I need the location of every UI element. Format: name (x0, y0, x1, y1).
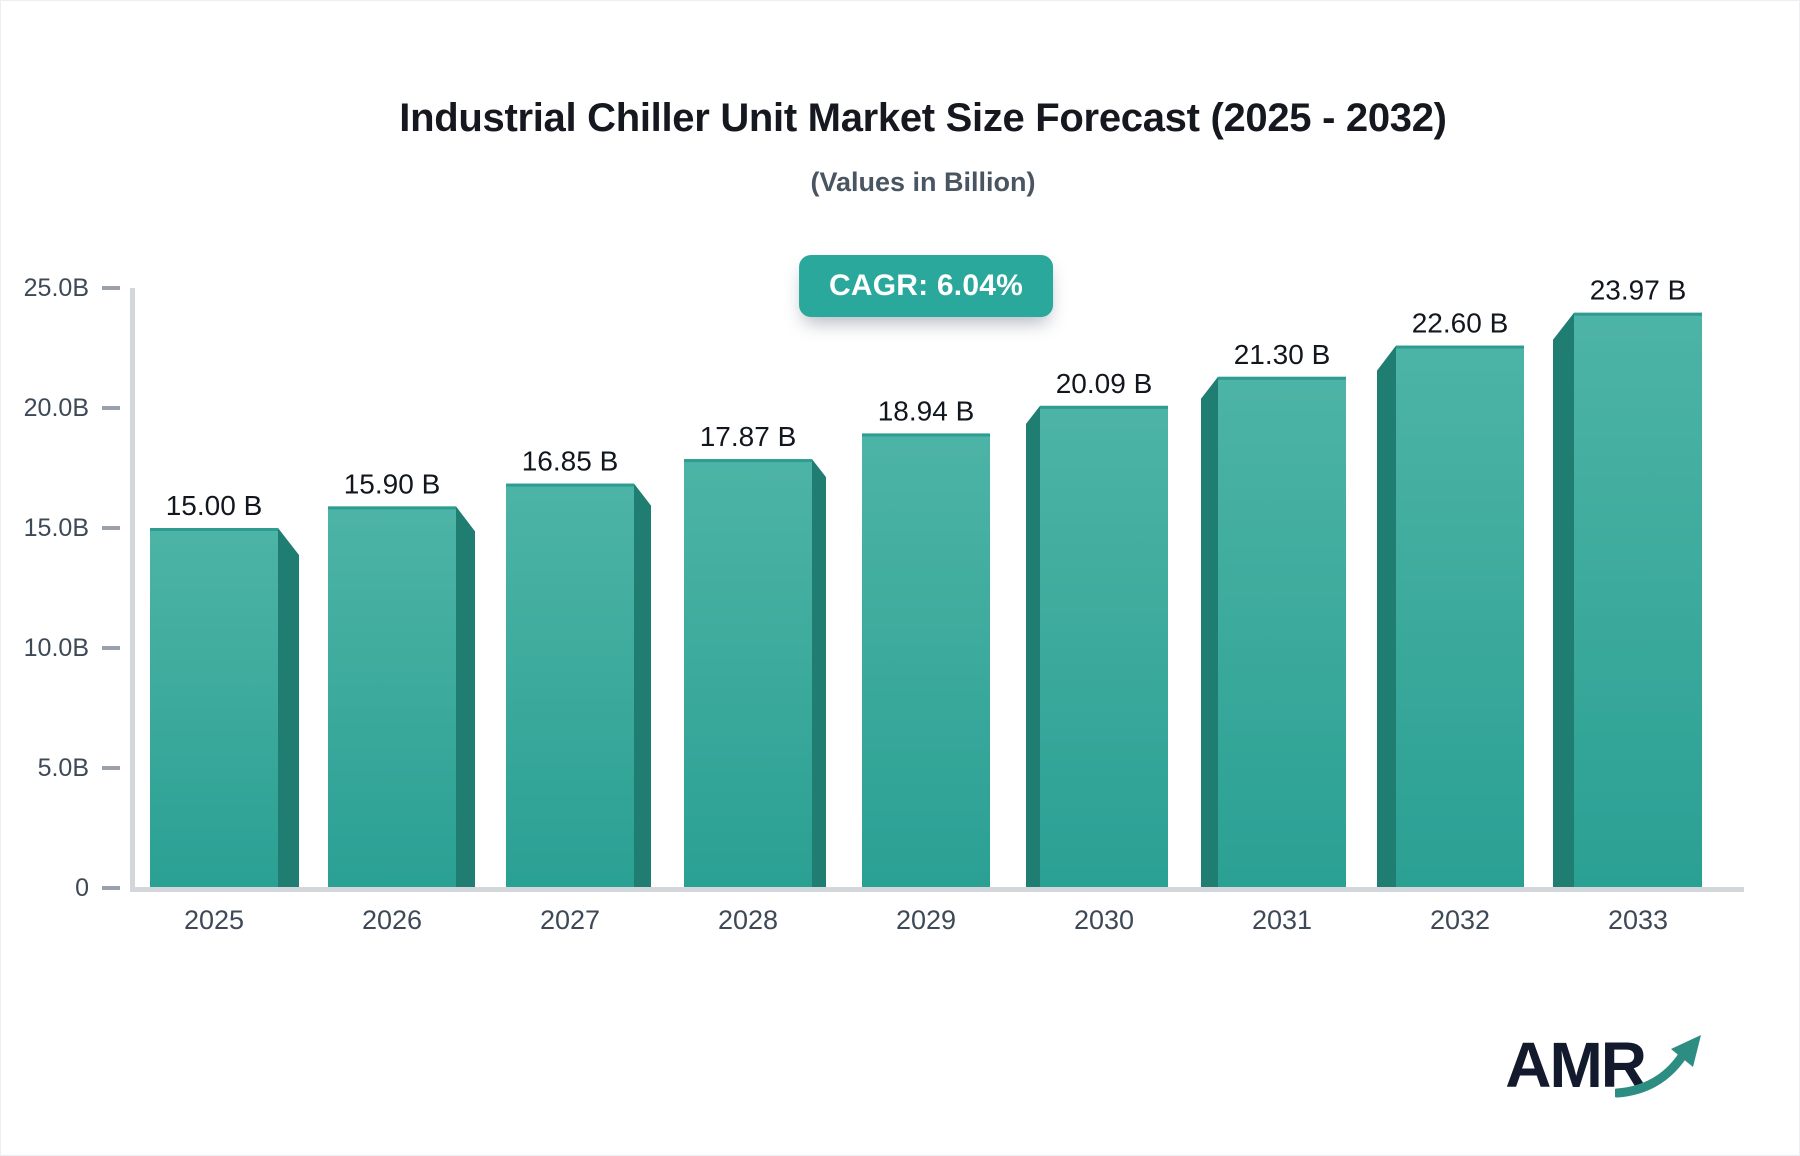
y-tick-label: 10.0B (24, 634, 89, 662)
bar-2027: 16.85 B 2027 (506, 446, 651, 935)
bar-face (684, 459, 812, 888)
bar-face (506, 483, 634, 888)
bar-2033: 23.97 B 2033 (1553, 275, 1702, 935)
y-tick-label: 15.0B (24, 514, 89, 542)
x-tick-label: 2026 (362, 905, 422, 935)
bar-face (1396, 345, 1524, 889)
bar-2032: 22.60 B 2032 (1377, 308, 1524, 935)
bar-side (1201, 376, 1218, 888)
growth-arrow-icon (1615, 1035, 1701, 1098)
bar-face (1218, 376, 1346, 888)
x-tick-label: 2028 (718, 905, 778, 935)
bar-side (1377, 345, 1396, 889)
chart-subtitle: (Values in Billion) (810, 167, 1036, 197)
y-tick-label: 25.0B (24, 274, 89, 302)
amr-logo: AMR (1505, 1033, 1705, 1099)
y-tick (102, 526, 120, 530)
y-tick (102, 286, 120, 290)
bar-top-edge (150, 528, 278, 531)
bar-top-edge (328, 506, 456, 510)
cagr-badge: CAGR: 6.04% (799, 255, 1053, 317)
y-tick-label: 0 (75, 874, 89, 902)
bar-2029: 18.94 B 2029 (862, 395, 990, 935)
x-tick-label: 2029 (896, 905, 956, 935)
bar-value-label: 18.94 B (878, 395, 975, 426)
bar-top-edge (862, 433, 990, 437)
y-axis-line (130, 288, 135, 892)
x-tick-label: 2033 (1608, 905, 1668, 935)
bar-top-edge (1396, 345, 1524, 349)
x-tick-label: 2027 (540, 905, 600, 935)
bar-2028: 17.87 B 2028 (684, 421, 826, 935)
bar-top-edge (1218, 376, 1346, 380)
bar-face (328, 506, 456, 888)
bar-side (456, 506, 475, 888)
bar-face (150, 528, 278, 888)
bar-side (278, 528, 299, 888)
x-tick-label: 2025 (184, 905, 244, 935)
bar-face (1574, 312, 1702, 889)
bar-side (1026, 405, 1040, 888)
bar-side (812, 459, 826, 888)
bar-face (1040, 405, 1168, 888)
amr-logo-text: AMR (1505, 1029, 1647, 1101)
bar-top-edge (1574, 312, 1702, 316)
y-tick (102, 766, 120, 770)
bar-side (1553, 312, 1574, 889)
bar-value-label: 22.60 B (1412, 308, 1509, 339)
y-tick-label: 5.0B (38, 754, 89, 782)
x-tick-label: 2030 (1074, 905, 1134, 935)
bar-value-label: 16.85 B (522, 446, 619, 477)
x-axis-line (130, 887, 1744, 892)
x-tick-label: 2032 (1430, 905, 1490, 935)
bar-top-edge (684, 459, 812, 463)
bar-2025: 15.00 B 2025 (150, 490, 299, 935)
bar-top-edge (1040, 405, 1168, 409)
bar-value-label: 15.90 B (344, 468, 441, 499)
chart-title: Industrial Chiller Unit Market Size Fore… (399, 96, 1447, 140)
bar-value-label: 15.00 B (166, 490, 263, 521)
bar-top-edge (506, 483, 634, 487)
bar-value-label: 21.30 B (1234, 339, 1331, 370)
bar-value-label: 20.09 B (1056, 368, 1153, 399)
bar-2031: 21.30 B 2031 (1201, 339, 1346, 935)
bar-side (634, 483, 651, 888)
y-tick (102, 406, 120, 410)
cagr-badge-label: CAGR: 6.04% (829, 269, 1023, 302)
y-tick (102, 646, 120, 650)
y-tick-label: 20.0B (24, 394, 89, 422)
bar-2030: 20.09 B 2030 (1026, 368, 1168, 935)
bar-face (862, 433, 990, 888)
bar-value-label: 23.97 B (1590, 275, 1687, 306)
y-tick (102, 886, 120, 890)
bar-value-label: 17.87 B (700, 421, 797, 452)
bar-2026: 15.90 B 2026 (328, 468, 475, 935)
x-tick-label: 2031 (1252, 905, 1312, 935)
